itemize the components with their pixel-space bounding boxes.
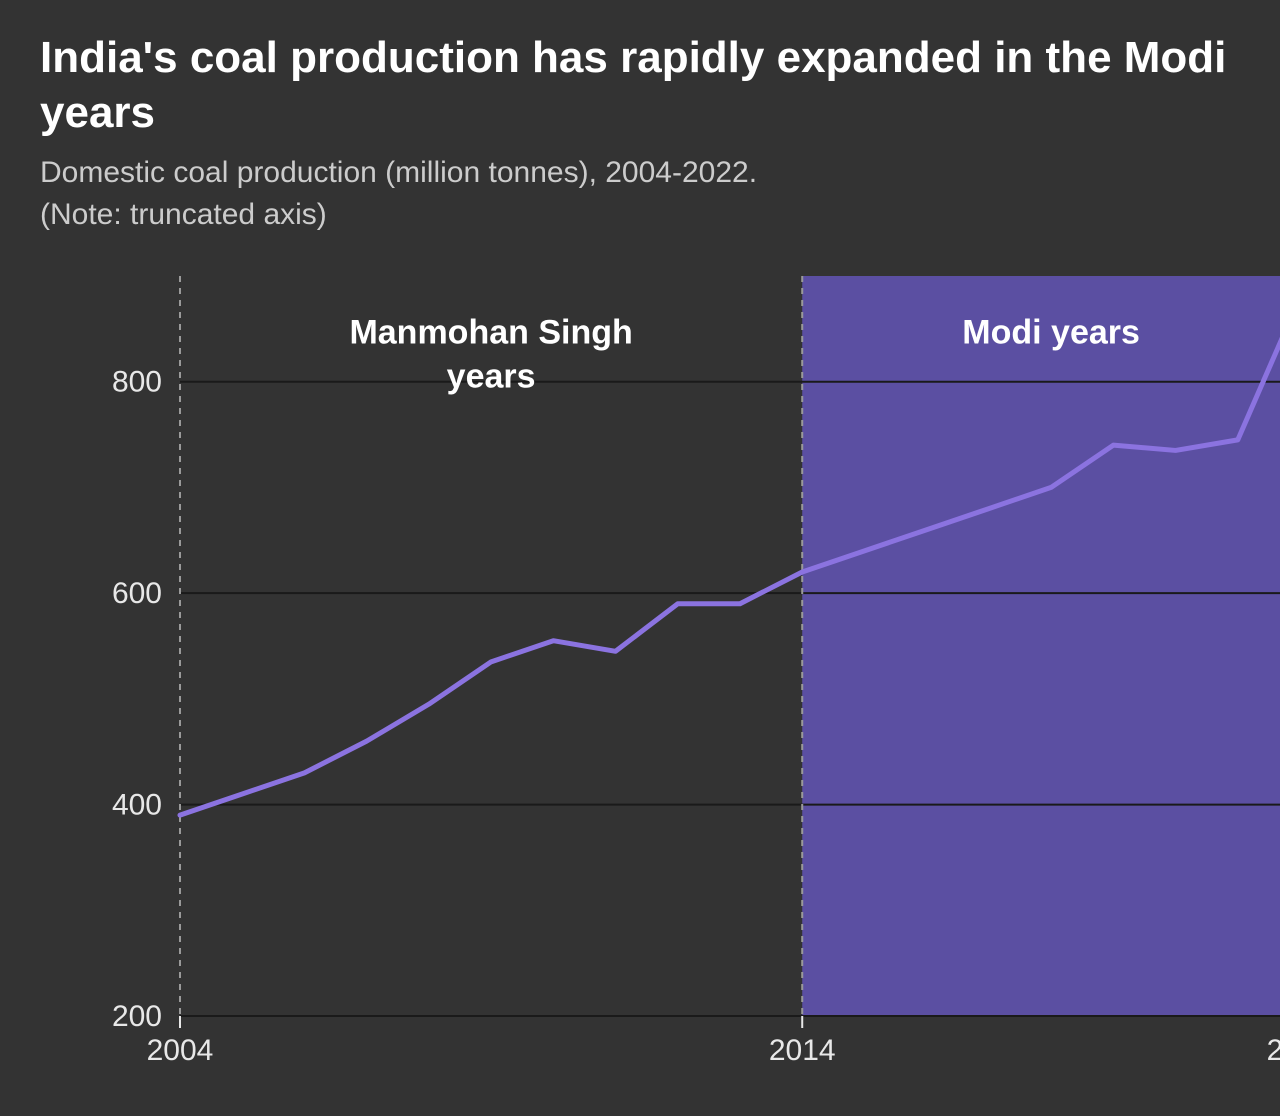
chart-plot-area: 200400600800200420142022Manmohan Singhye…: [100, 276, 1240, 1076]
chart-annotation: years: [447, 358, 536, 396]
y-axis-label: 200: [112, 1000, 162, 1033]
subtitle-line-1: Domestic coal production (million tonnes…: [40, 152, 1240, 194]
x-axis-label: 2022: [1267, 1034, 1280, 1067]
y-axis-label: 800: [112, 366, 162, 399]
chart-annotation: Manmohan Singh: [349, 314, 632, 352]
chart-container: India's coal production has rapidly expa…: [0, 0, 1280, 1116]
chart-title: India's coal production has rapidly expa…: [40, 30, 1240, 140]
chart-annotation: Modi years: [962, 314, 1140, 352]
chart-subtitle: Domestic coal production (million tonnes…: [40, 152, 1240, 236]
subtitle-line-2: (Note: truncated axis): [40, 194, 1240, 236]
y-axis-label: 600: [112, 577, 162, 610]
y-axis-label: 400: [112, 789, 162, 822]
x-axis-label: 2004: [147, 1034, 214, 1067]
x-axis-label: 2014: [769, 1034, 836, 1067]
modi-years-region: [802, 276, 1280, 1016]
chart-svg: 200 400 600 800 2004 2014 2022 Manmohan Singh ye…: [100, 276, 1280, 1076]
